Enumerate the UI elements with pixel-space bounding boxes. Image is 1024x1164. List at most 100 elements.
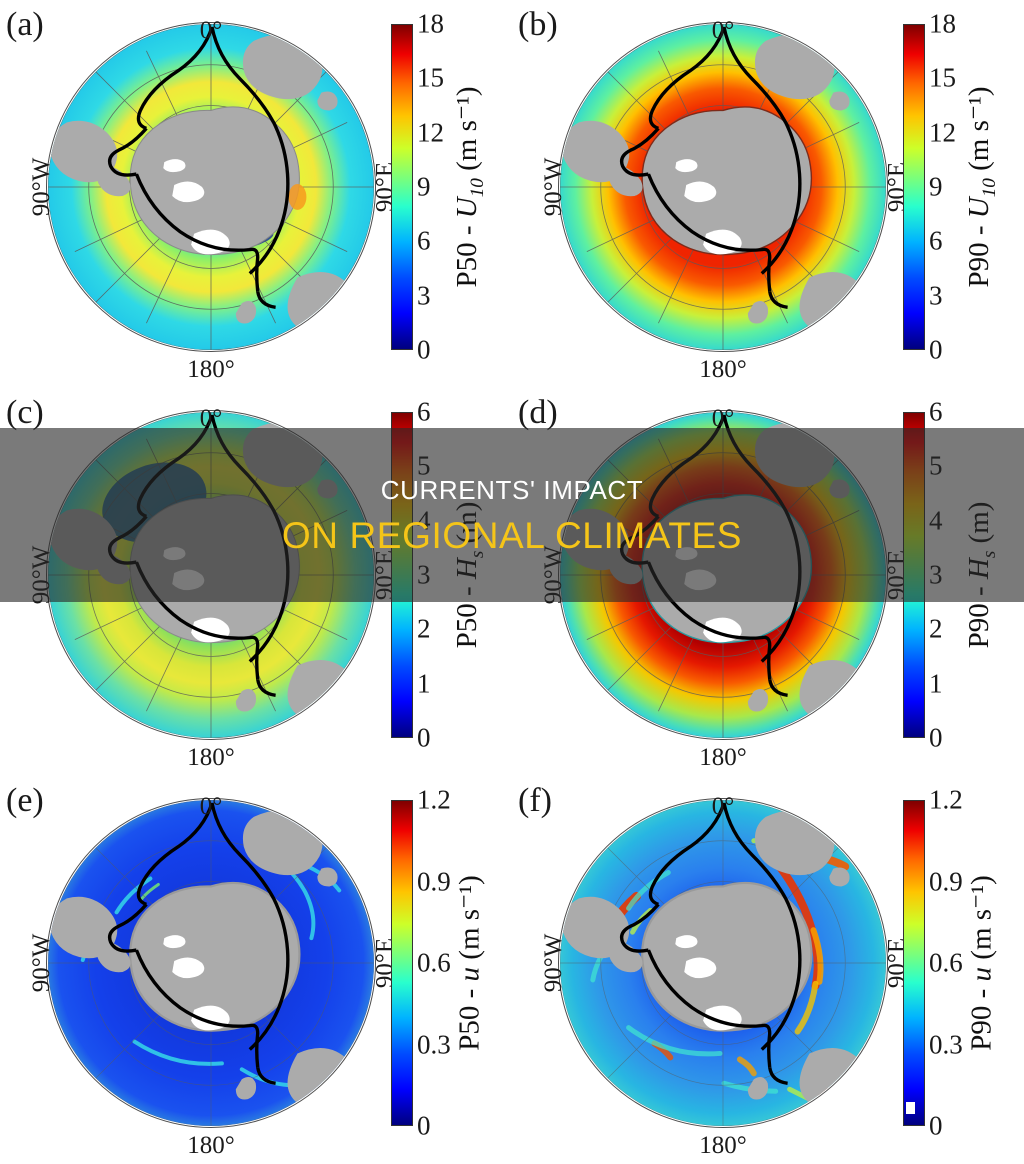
panel-a: (a) bbox=[0, 0, 512, 388]
panel-a-map: 0° 180° 90°W 90°E bbox=[28, 18, 399, 382]
map-svg bbox=[559, 23, 887, 351]
overlay-banner-line-1: CURRENTS' IMPACT bbox=[380, 474, 644, 505]
map-disc bbox=[558, 798, 888, 1128]
map-disc bbox=[46, 22, 376, 352]
panel-f-colorbar: 0 0.3 0.6 0.9 1.2 bbox=[903, 786, 963, 1139]
map-disc bbox=[558, 22, 888, 352]
panel-e-colorbar: 0 0.3 0.6 0.9 1.2 bbox=[391, 786, 451, 1139]
lon-label-0: 0° bbox=[711, 793, 735, 820]
cbar-tick: 0 bbox=[417, 1110, 431, 1141]
panel-f-label: (f) bbox=[518, 782, 552, 819]
cbar-symbol-sub: 10 bbox=[466, 178, 488, 198]
cbar-prefix: P90 - bbox=[963, 218, 996, 288]
panel-e-colorbar-title: P50 - u (m s⁻¹) bbox=[453, 875, 486, 1051]
panel-f-map: 0° 180° 90°W 90°E bbox=[540, 794, 911, 1158]
colorbar-ticks: 0 0.3 0.6 0.9 1.2 bbox=[929, 786, 1001, 1139]
cbar-tick: 0.3 bbox=[929, 1029, 963, 1059]
cbar-tick: 0 bbox=[417, 334, 431, 365]
cbar-tick: 0 bbox=[929, 1110, 943, 1141]
cbar-symbol-sub: 10 bbox=[978, 178, 1000, 198]
colorbar-white-artifact bbox=[906, 1102, 915, 1114]
colorbar-ticks: 0 0.3 0.6 0.9 1.2 bbox=[417, 786, 489, 1139]
cbar-tick: 0 bbox=[929, 334, 943, 365]
overlay-banner: CURRENTS' IMPACT ON REGIONAL CLIMATES bbox=[0, 428, 1024, 602]
cbar-tick: 0 bbox=[929, 722, 943, 753]
panel-a-colorbar: 0 3 6 9 12 15 18 bbox=[391, 10, 444, 363]
cbar-tick: 1 bbox=[417, 668, 431, 699]
cbar-tick: 3 bbox=[929, 280, 943, 311]
panel-e: (e) bbox=[0, 776, 512, 1164]
cbar-tick: 1.2 bbox=[929, 784, 963, 815]
lon-label-90w: 90°W bbox=[539, 157, 567, 217]
colorbar-gradient bbox=[903, 24, 925, 350]
cbar-tick: 18 bbox=[929, 8, 956, 39]
panel-b: (b) bbox=[512, 0, 1024, 388]
cbar-tick: 12 bbox=[417, 117, 444, 148]
panel-d-label: (d) bbox=[518, 394, 558, 431]
cbar-symbol: U bbox=[451, 197, 484, 219]
panel-f: (f) bbox=[512, 776, 1024, 1164]
lon-label-180: 180° bbox=[187, 356, 235, 383]
lon-label-0: 0° bbox=[199, 405, 223, 432]
cbar-tick: 0.6 bbox=[417, 947, 451, 978]
lon-label-0: 0° bbox=[199, 793, 223, 820]
lon-label-180: 180° bbox=[699, 1132, 747, 1159]
panel-c-label: (c) bbox=[6, 394, 44, 431]
lon-label-90w: 90°W bbox=[27, 157, 55, 217]
cbar-tick: 3 bbox=[417, 280, 431, 311]
cbar-tick: 2 bbox=[929, 613, 943, 644]
cbar-tick: 9 bbox=[417, 171, 431, 202]
cbar-tick: 1.2 bbox=[417, 784, 451, 815]
colorbar-ticks: 0 3 6 9 12 15 18 bbox=[929, 10, 1001, 363]
colorbar-gradient bbox=[903, 800, 925, 1126]
cbar-tick: 12 bbox=[929, 117, 956, 148]
cbar-tick: 0 bbox=[417, 722, 431, 753]
map-disc bbox=[46, 798, 376, 1128]
panel-a-label: (a) bbox=[6, 6, 44, 43]
cbar-symbol: u bbox=[965, 966, 998, 982]
cbar-units: (m s⁻¹) bbox=[451, 86, 484, 171]
cbar-tick: 15 bbox=[417, 62, 444, 93]
panel-a-colorbar-title: P50 - U10 (m s⁻¹) bbox=[451, 86, 488, 288]
colorbar-ticks: 0 3 6 9 12 15 18 bbox=[417, 10, 489, 363]
cbar-units: (m s⁻¹) bbox=[965, 875, 998, 960]
map-svg bbox=[47, 23, 375, 351]
cbar-tick: 6 bbox=[929, 225, 943, 256]
cbar-prefix: P50 - bbox=[451, 218, 484, 288]
lon-label-0: 0° bbox=[711, 405, 735, 432]
colorbar-gradient bbox=[391, 800, 413, 1126]
colorbar-gradient bbox=[391, 24, 413, 350]
cbar-symbol: U bbox=[963, 197, 996, 219]
lon-label-180: 180° bbox=[187, 1132, 235, 1159]
cbar-prefix: P50 - bbox=[453, 981, 486, 1051]
cbar-tick: 1 bbox=[929, 668, 943, 699]
panel-b-colorbar-title: P90 - U10 (m s⁻¹) bbox=[963, 86, 1000, 288]
cbar-tick: 6 bbox=[929, 396, 943, 427]
lon-label-180: 180° bbox=[699, 744, 747, 771]
cbar-tick: 15 bbox=[929, 62, 956, 93]
panel-e-map: 0° 180° 90°W 90°E bbox=[28, 794, 399, 1158]
cbar-tick: 0.3 bbox=[417, 1029, 451, 1059]
cbar-units: (m s⁻¹) bbox=[963, 86, 996, 171]
cbar-tick: 9 bbox=[929, 171, 943, 202]
cbar-tick: 0.9 bbox=[929, 866, 963, 896]
cbar-tick: 18 bbox=[417, 8, 444, 39]
lon-label-180: 180° bbox=[187, 744, 235, 771]
cbar-units: (m s⁻¹) bbox=[453, 875, 486, 960]
panel-e-label: (e) bbox=[6, 782, 44, 819]
panel-b-map: 0° 180° 90°W 90°E bbox=[540, 18, 911, 382]
cbar-prefix: P90 - bbox=[965, 981, 998, 1051]
map-svg bbox=[559, 799, 887, 1127]
panel-b-colorbar: 0 3 6 9 12 15 18 bbox=[903, 10, 956, 363]
cbar-tick: 6 bbox=[417, 225, 431, 256]
lon-label-0: 0° bbox=[711, 17, 735, 44]
lon-label-0: 0° bbox=[199, 17, 223, 44]
lon-label-90w: 90°W bbox=[539, 933, 567, 993]
lon-label-180: 180° bbox=[699, 356, 747, 383]
cbar-tick: 0.9 bbox=[417, 866, 451, 896]
panel-b-label: (b) bbox=[518, 6, 558, 43]
overlay-banner-line-2: ON REGIONAL CLIMATES bbox=[281, 514, 743, 556]
lon-label-90w: 90°W bbox=[27, 933, 55, 993]
cbar-tick: 2 bbox=[417, 613, 431, 644]
cbar-tick: 6 bbox=[417, 396, 431, 427]
